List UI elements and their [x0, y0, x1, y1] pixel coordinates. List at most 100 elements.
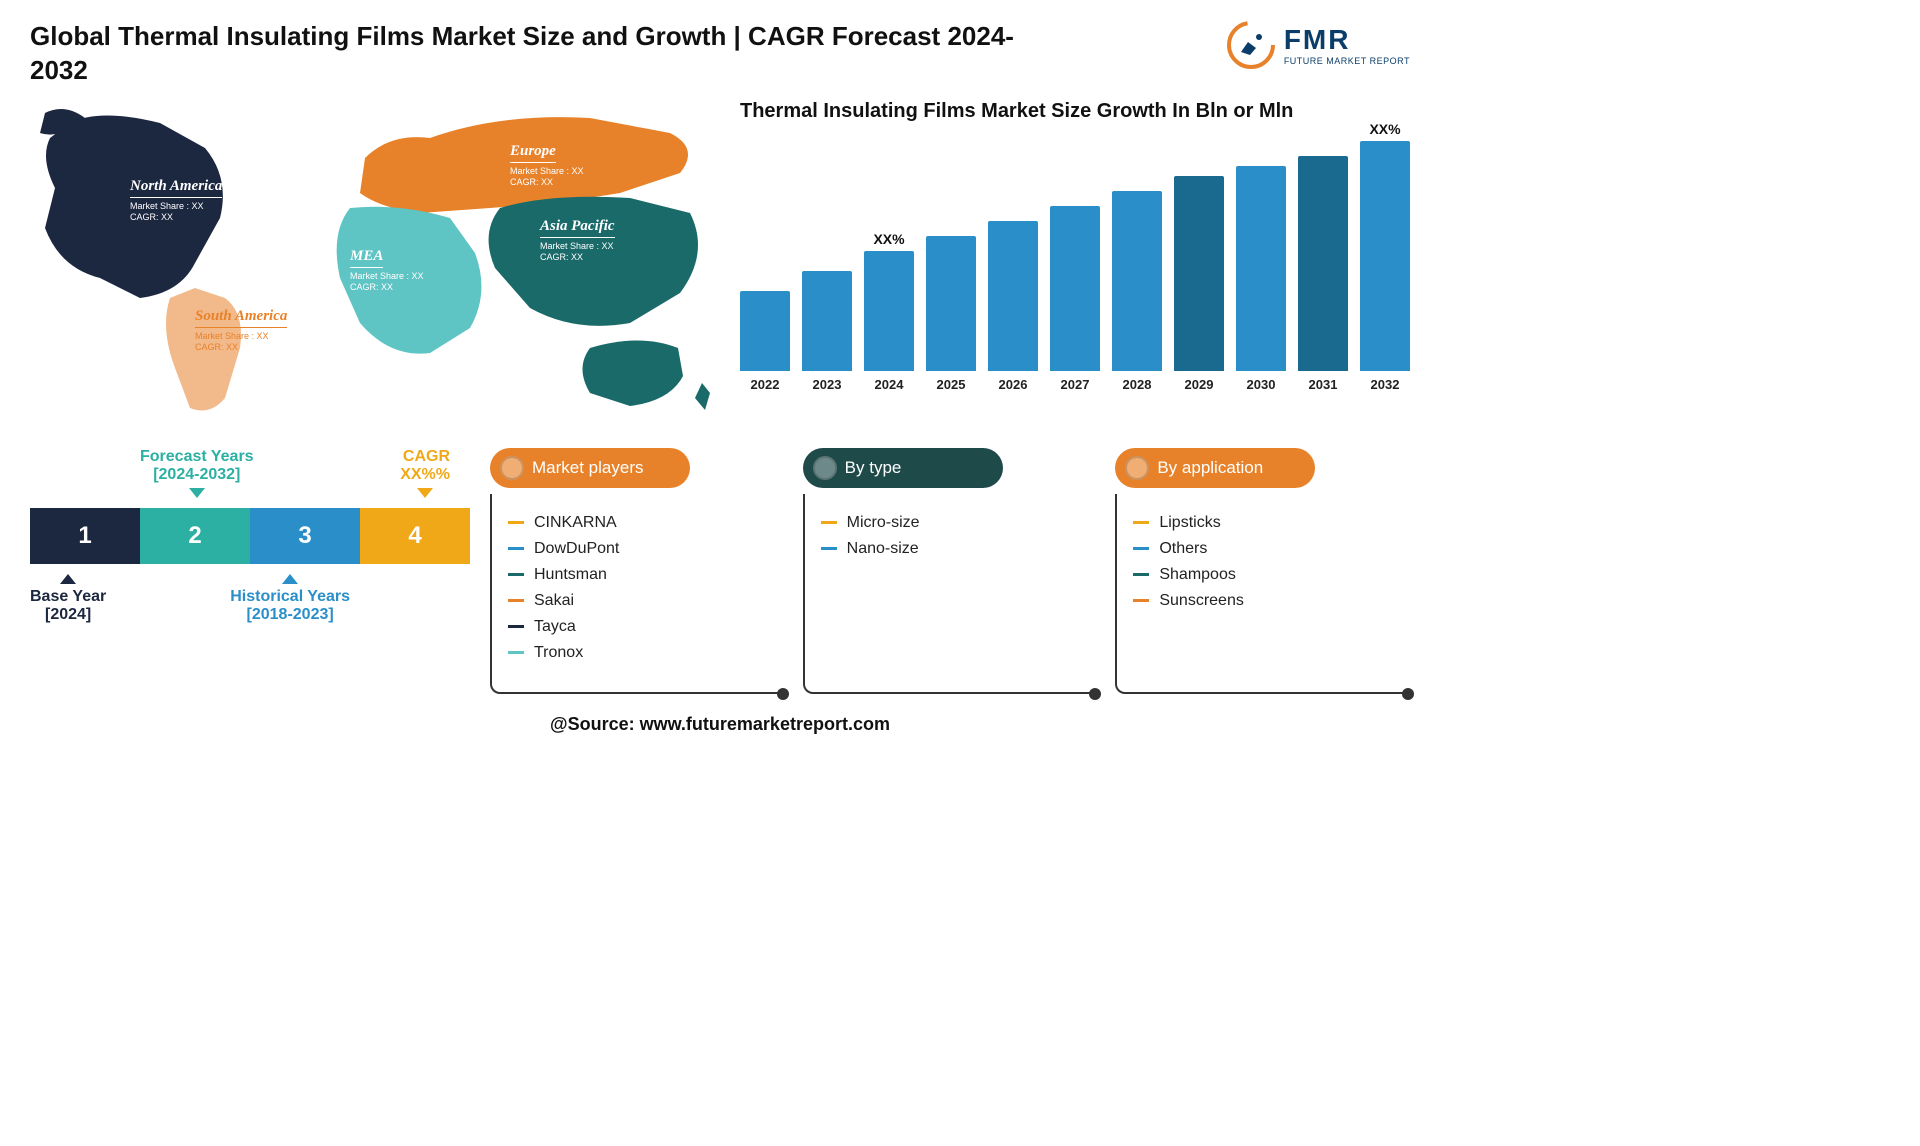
bar-year-label: 2029: [1185, 377, 1214, 392]
panels: Market players CINKARNA DowDuPont Huntsman S…: [490, 448, 1410, 694]
bar-year-label: 2030: [1247, 377, 1276, 392]
tl-hist-range: [2018-2023]: [230, 606, 350, 624]
tl-seg-2: 2: [140, 508, 250, 564]
panel-item: Nano-size: [821, 540, 1092, 558]
bar-wrap: 2027: [1050, 206, 1100, 392]
panel-item-label: Shampoos: [1159, 566, 1236, 584]
bar-wrap: 2031: [1298, 156, 1348, 392]
panel-header: Market players: [490, 448, 690, 488]
tl-cagr-label: CAGR: [400, 448, 450, 466]
logo-text: FMR FUTURE MARKET REPORT: [1284, 24, 1410, 66]
tl-hist: Historical Years [2018-2023]: [230, 570, 350, 624]
tick-icon: [1133, 521, 1149, 524]
bar: [1360, 141, 1410, 371]
bar-year-label: 2027: [1061, 377, 1090, 392]
region-ap: Asia Pacific Market Share : XX CAGR: XX: [540, 218, 615, 264]
tl-base-label: Base Year: [30, 588, 106, 606]
bar-wrap: XX%2032: [1360, 141, 1410, 392]
region-eu-name: Europe: [510, 143, 556, 163]
bar-top-label: XX%: [1369, 121, 1400, 137]
region-na-cagr: CAGR: XX: [130, 212, 222, 224]
bar: [988, 221, 1038, 371]
tl-forecast-label: Forecast Years: [140, 448, 254, 466]
region-mea-share: Market Share : XX: [350, 271, 424, 283]
bar-chart: 20222023XX%20242025202620272028202920302…: [740, 132, 1410, 392]
bar-top-label: XX%: [873, 231, 904, 247]
fmr-logo-icon: [1226, 20, 1276, 70]
tl-forecast: Forecast Years [2024-2032]: [140, 448, 254, 502]
tick-icon: [508, 625, 524, 628]
logo-sub: FUTURE MARKET REPORT: [1284, 56, 1410, 66]
panel: By applicationLipsticksOthersShampoosSun…: [1115, 448, 1410, 694]
region-sa-name: South America: [195, 308, 287, 328]
bar: [926, 236, 976, 371]
bar-year-label: 2023: [813, 377, 842, 392]
arrow-down-icon: [417, 488, 433, 498]
bar-year-label: 2026: [999, 377, 1028, 392]
panel-item-label: CINKARNA: [534, 514, 617, 532]
region-na: North America Market Share : XX CAGR: XX: [130, 178, 222, 224]
panel-header: By application: [1115, 448, 1315, 488]
panel-item: CINKARNA: [508, 514, 779, 532]
panel-body: Micro-size Nano-size: [803, 494, 1098, 694]
panel-body: LipsticksOthersShampoosSunscreens: [1115, 494, 1410, 694]
region-mea-cagr: CAGR: XX: [350, 282, 424, 294]
region-eu-cagr: CAGR: XX: [510, 177, 584, 189]
tl-seg-1: 1: [30, 508, 140, 564]
arrow-up-icon: [60, 574, 76, 584]
bar: [1174, 176, 1224, 371]
region-sa: South America Market Share : XX CAGR: XX: [195, 308, 287, 354]
bar-wrap: 2030: [1236, 166, 1286, 392]
panel: By type Micro-size Nano-size: [803, 448, 1098, 694]
chart-title: Thermal Insulating Films Market Size Gro…: [740, 98, 1410, 124]
tl-seg-3: 3: [250, 508, 360, 564]
panel-item-label: Micro-size: [847, 514, 920, 532]
timeline-bar: 1 2 3 4: [30, 508, 470, 564]
tick-icon: [508, 651, 524, 654]
tl-cagr: CAGR XX%%: [400, 448, 450, 502]
panel-item-label: Nano-size: [847, 540, 919, 558]
bar: [740, 291, 790, 371]
tl-seg-4: 4: [360, 508, 470, 564]
world-map: North America Market Share : XX CAGR: XX…: [30, 98, 720, 418]
panel-item-label: DowDuPont: [534, 540, 619, 558]
panel-item: Sunscreens: [1133, 592, 1404, 610]
panel-item: Lipsticks: [1133, 514, 1404, 532]
panel-item: Micro-size: [821, 514, 1092, 532]
panel-header: By type: [803, 448, 1003, 488]
bar-year-label: 2031: [1309, 377, 1338, 392]
panel: Market players CINKARNA DowDuPont Huntsman S…: [490, 448, 785, 694]
region-eu-share: Market Share : XX: [510, 166, 584, 178]
logo: FMR FUTURE MARKET REPORT: [1226, 20, 1410, 70]
bar-year-label: 2032: [1371, 377, 1400, 392]
bar-wrap: 2026: [988, 221, 1038, 392]
panel-item: DowDuPont: [508, 540, 779, 558]
bar-wrap: 2023: [802, 271, 852, 392]
panel-item: Tronox: [508, 644, 779, 662]
region-eu: Europe Market Share : XX CAGR: XX: [510, 143, 584, 189]
region-sa-cagr: CAGR: XX: [195, 342, 287, 354]
panel-item: Tayca: [508, 618, 779, 636]
bar-year-label: 2025: [937, 377, 966, 392]
panel-item-label: Sakai: [534, 592, 574, 610]
region-ap-share: Market Share : XX: [540, 241, 615, 253]
source: @Source: www.futuremarketreport.com: [30, 714, 1410, 735]
tl-forecast-range: [2024-2032]: [140, 466, 254, 484]
bar: [864, 251, 914, 371]
bar: [1050, 206, 1100, 371]
tl-hist-label: Historical Years: [230, 588, 350, 606]
bar-wrap: XX%2024: [864, 251, 914, 392]
tick-icon: [508, 547, 524, 550]
region-sa-share: Market Share : XX: [195, 331, 287, 343]
region-na-name: North America: [130, 178, 222, 198]
region-ap-cagr: CAGR: XX: [540, 252, 615, 264]
bar-wrap: 2028: [1112, 191, 1162, 392]
panel-item-label: Tronox: [534, 644, 583, 662]
tick-icon: [508, 521, 524, 524]
tick-icon: [508, 573, 524, 576]
panel-item-label: Huntsman: [534, 566, 607, 584]
panel-item: Huntsman: [508, 566, 779, 584]
bar-year-label: 2028: [1123, 377, 1152, 392]
bar: [1298, 156, 1348, 371]
tick-icon: [1133, 599, 1149, 602]
